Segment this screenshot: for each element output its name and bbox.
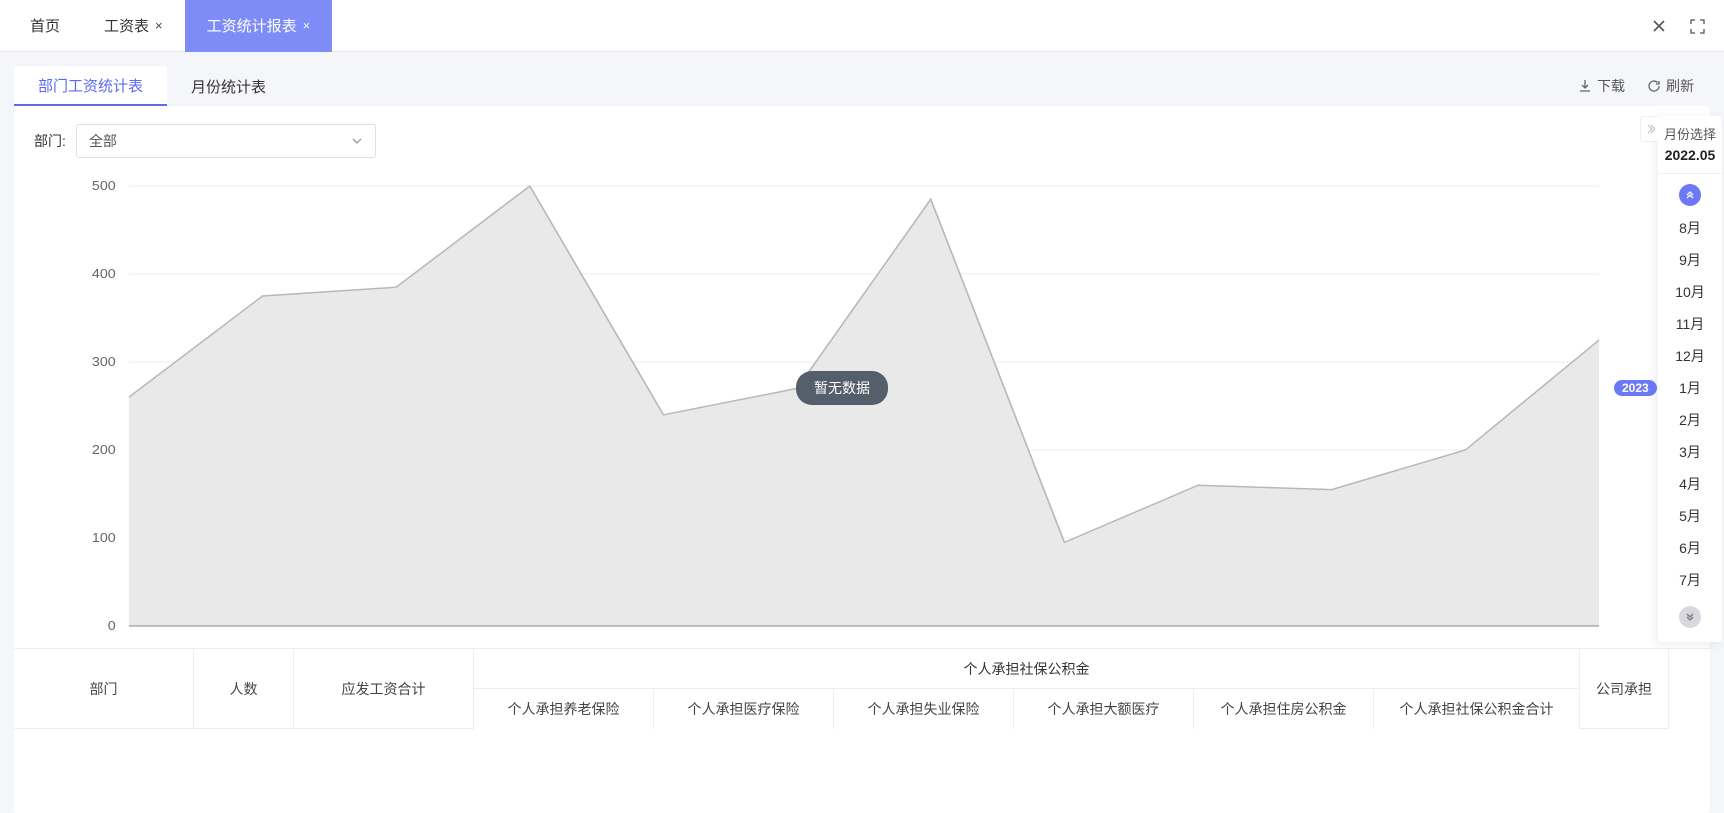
svg-text:400: 400 (92, 267, 116, 281)
month-list: 8月9月10月11月12月20231月2月3月4月5月6月7月 (1658, 212, 1722, 596)
inner-tab-label: 月份统计表 (191, 76, 266, 97)
month-selector-panel: 月份选择 2022.05 8月9月10月11月12月20231月2月3月4月5月… (1658, 116, 1722, 642)
filter-row: 部门: 全部 (34, 124, 1690, 158)
app-tab-bar: 首页 工资表 × 工资统计报表 × (0, 0, 1724, 52)
app-tab-label: 工资表 (104, 15, 149, 36)
month-item[interactable]: 7月 (1658, 564, 1722, 596)
app-tab-salary-report[interactable]: 工资统计报表 × (185, 0, 333, 52)
double-chevron-down-icon (1685, 612, 1695, 622)
download-icon (1578, 79, 1592, 93)
app-tab-label: 工资统计报表 (207, 15, 297, 36)
svg-text:0: 0 (108, 619, 116, 633)
refresh-button[interactable]: 刷新 (1647, 76, 1694, 96)
month-item[interactable]: 4月 (1658, 468, 1722, 500)
close-icon[interactable]: × (155, 18, 163, 33)
refresh-icon (1647, 79, 1661, 93)
table-header-cell: 应发工资合计 (294, 649, 474, 729)
app-tab-salary-sheet[interactable]: 工资表 × (82, 0, 185, 52)
table-header-cell: 个人承担住房公积金 (1194, 689, 1374, 729)
month-item[interactable]: 5月 (1658, 500, 1722, 532)
download-label: 下载 (1597, 76, 1625, 96)
table-header-cell: 个人承担养老保险 (474, 689, 654, 729)
inner-tab-bar: 部门工资统计表 月份统计表 下载 刷新 (14, 66, 1710, 106)
month-panel-collapse[interactable] (1640, 116, 1658, 142)
svg-text:300: 300 (92, 355, 116, 369)
table-header-group: 个人承担社保公积金个人承担养老保险个人承担医疗保险个人承担失业保险个人承担大额医… (474, 649, 1579, 729)
salary-chart: 0 100 200 300 400 500 暂无数据 (74, 176, 1610, 646)
download-button[interactable]: 下载 (1578, 76, 1625, 96)
app-tab-home[interactable]: 首页 (8, 0, 82, 52)
month-scroll-up[interactable] (1679, 184, 1701, 206)
chart-tooltip: 暂无数据 (796, 371, 888, 405)
svg-text:100: 100 (92, 531, 116, 545)
close-icon (1651, 18, 1667, 34)
table-header: 部门人数应发工资合计个人承担社保公积金个人承担养老保险个人承担医疗保险个人承担失… (14, 648, 1710, 729)
close-icon[interactable]: × (303, 18, 311, 33)
tab-dept-stats[interactable]: 部门工资统计表 (14, 66, 167, 106)
year-badge: 2023 (1614, 380, 1657, 396)
fullscreen-button[interactable] (1682, 11, 1712, 41)
table-header-cell: 公司承担 (1579, 649, 1669, 729)
chart-svg: 0 100 200 300 400 500 (74, 176, 1610, 646)
app-tab-label: 首页 (30, 15, 60, 36)
month-item[interactable]: 3月 (1658, 436, 1722, 468)
app-tab-actions (1644, 0, 1712, 52)
double-chevron-up-icon (1685, 190, 1695, 200)
table-header-cell: 个人承担医疗保险 (654, 689, 834, 729)
month-panel-current: 2022.05 (1658, 147, 1722, 174)
dept-select[interactable]: 全部 (76, 124, 376, 158)
month-item[interactable]: 9月 (1658, 244, 1722, 276)
month-item[interactable]: 8月 (1658, 212, 1722, 244)
tooltip-text: 暂无数据 (814, 380, 870, 396)
table-header-cell: 个人承担社保公积金合计 (1374, 689, 1579, 729)
month-item[interactable]: 2月 (1658, 404, 1722, 436)
inner-tab-label: 部门工资统计表 (38, 75, 143, 96)
tab-month-stats[interactable]: 月份统计表 (167, 66, 290, 106)
refresh-label: 刷新 (1666, 76, 1694, 96)
table-header-cell: 个人承担失业保险 (834, 689, 1014, 729)
report-panel: 部门: 全部 0100200300400500 暂无数据 部门人数应发工资合计个… (14, 106, 1710, 813)
table-header-cell: 部门 (14, 649, 194, 729)
fullscreen-icon (1690, 19, 1705, 34)
month-scroll-down[interactable] (1679, 606, 1701, 628)
chevron-right-icon (1645, 124, 1655, 134)
month-item[interactable]: 20231月 (1658, 372, 1722, 404)
month-item[interactable]: 6月 (1658, 532, 1722, 564)
dept-select-value: 全部 (89, 131, 117, 151)
inner-tab-actions: 下载 刷新 (1578, 66, 1694, 106)
svg-text:200: 200 (92, 443, 116, 457)
month-item[interactable]: 11月 (1658, 308, 1722, 340)
month-item[interactable]: 12月 (1658, 340, 1722, 372)
content-area: 部门工资统计表 月份统计表 下载 刷新 部门: 全部 0 100 200 300 400… (0, 52, 1724, 813)
table-header-cell: 人数 (194, 649, 294, 729)
chevron-down-icon (351, 135, 363, 147)
month-panel-title: 月份选择 (1664, 116, 1716, 147)
dept-filter-label: 部门: (34, 131, 66, 151)
close-tabs-button[interactable] (1644, 11, 1674, 41)
svg-text:500: 500 (92, 179, 116, 193)
month-item[interactable]: 10月 (1658, 276, 1722, 308)
table-header-cell: 个人承担大额医疗 (1014, 689, 1194, 729)
table-header-group-title: 个人承担社保公积金 (474, 649, 1579, 689)
